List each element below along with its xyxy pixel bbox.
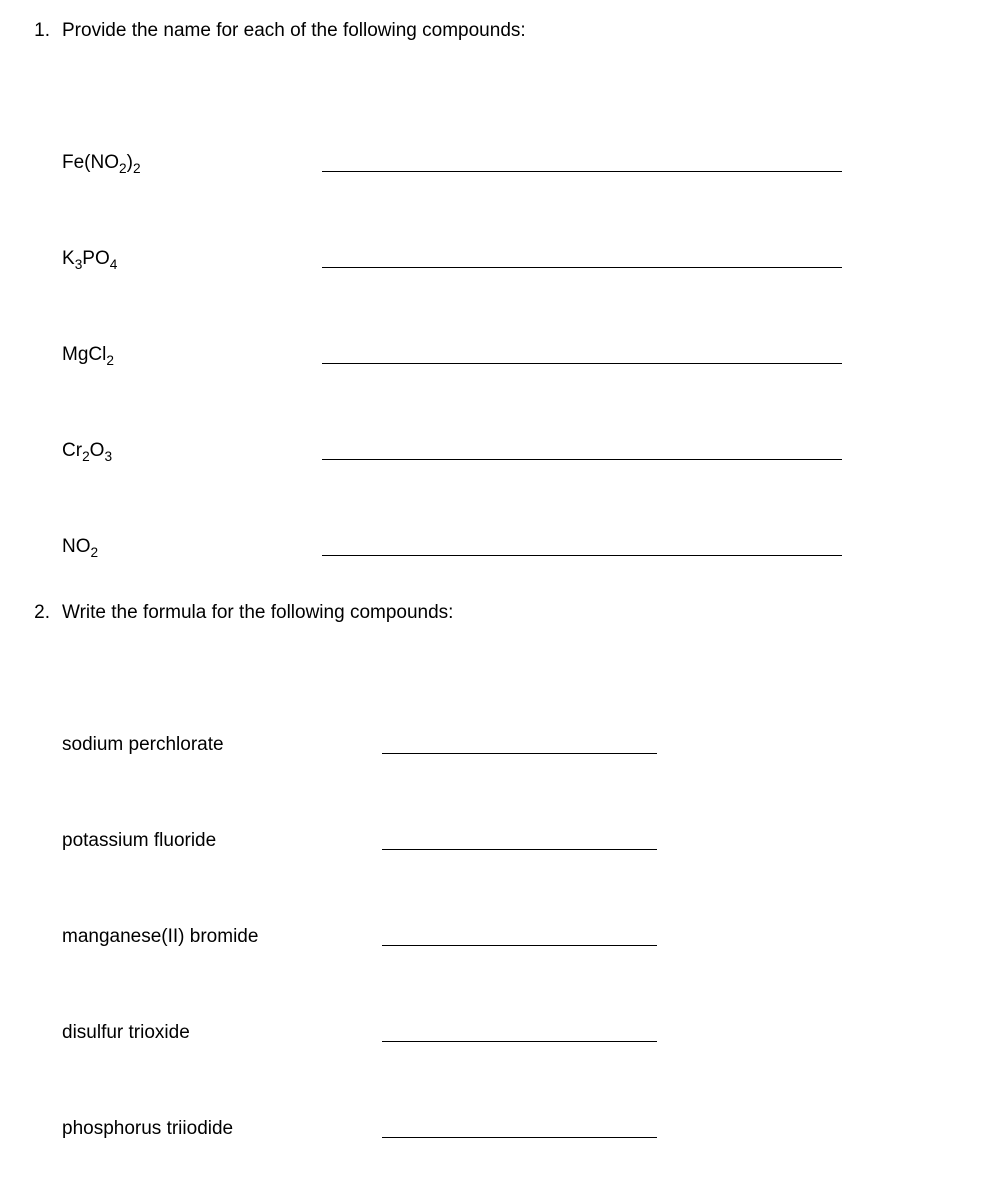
answer-blank[interactable] xyxy=(382,753,657,754)
q1-item-row: Fe(NO2)2 xyxy=(62,82,1006,178)
answer-blank[interactable] xyxy=(322,555,842,556)
q1-item-row: MgCl2 xyxy=(62,274,1006,370)
answer-blank[interactable] xyxy=(382,1041,657,1042)
answer-blank[interactable] xyxy=(382,849,657,850)
q2-item-row: manganese(II) bromide xyxy=(62,856,1006,952)
answer-blank[interactable] xyxy=(322,363,842,364)
q1-formula: NO2 xyxy=(62,536,322,562)
question-2-items: sodium perchlorate potassium fluoride ma… xyxy=(0,664,1006,1144)
q2-compound-name: phosphorus triiodide xyxy=(62,1118,382,1144)
question-1-items: Fe(NO2)2 K3PO4 MgCl2 Cr2O3 NO2 xyxy=(0,82,1006,562)
q1-item-row: Cr2O3 xyxy=(62,370,1006,466)
q2-compound-name: sodium perchlorate xyxy=(62,734,382,760)
q2-item-row: potassium fluoride xyxy=(62,760,1006,856)
q1-item-row: K3PO4 xyxy=(62,178,1006,274)
answer-blank[interactable] xyxy=(322,267,842,268)
question-1-header: 1. Provide the name for each of the foll… xyxy=(0,20,1006,42)
q1-formula: Fe(NO2)2 xyxy=(62,152,322,178)
answer-blank[interactable] xyxy=(322,171,842,172)
q2-item-row: sodium perchlorate xyxy=(62,664,1006,760)
answer-blank[interactable] xyxy=(322,459,842,460)
question-2-header: 2. Write the formula for the following c… xyxy=(0,602,1006,624)
q1-formula: Cr2O3 xyxy=(62,440,322,466)
q2-compound-name: manganese(II) bromide xyxy=(62,926,382,952)
q2-compound-name: disulfur trioxide xyxy=(62,1022,382,1048)
question-2-prompt: Write the formula for the following comp… xyxy=(62,602,1006,624)
q1-item-row: NO2 xyxy=(62,466,1006,562)
answer-blank[interactable] xyxy=(382,945,657,946)
answer-blank[interactable] xyxy=(382,1137,657,1138)
q2-compound-name: potassium fluoride xyxy=(62,830,382,856)
q1-formula: MgCl2 xyxy=(62,344,322,370)
question-1-prompt: Provide the name for each of the followi… xyxy=(62,20,1006,42)
q2-item-row: phosphorus triiodide xyxy=(62,1048,1006,1144)
q2-item-row: disulfur trioxide xyxy=(62,952,1006,1048)
question-2-number: 2. xyxy=(0,602,62,624)
q1-formula: K3PO4 xyxy=(62,248,322,274)
question-1-number: 1. xyxy=(0,20,62,42)
